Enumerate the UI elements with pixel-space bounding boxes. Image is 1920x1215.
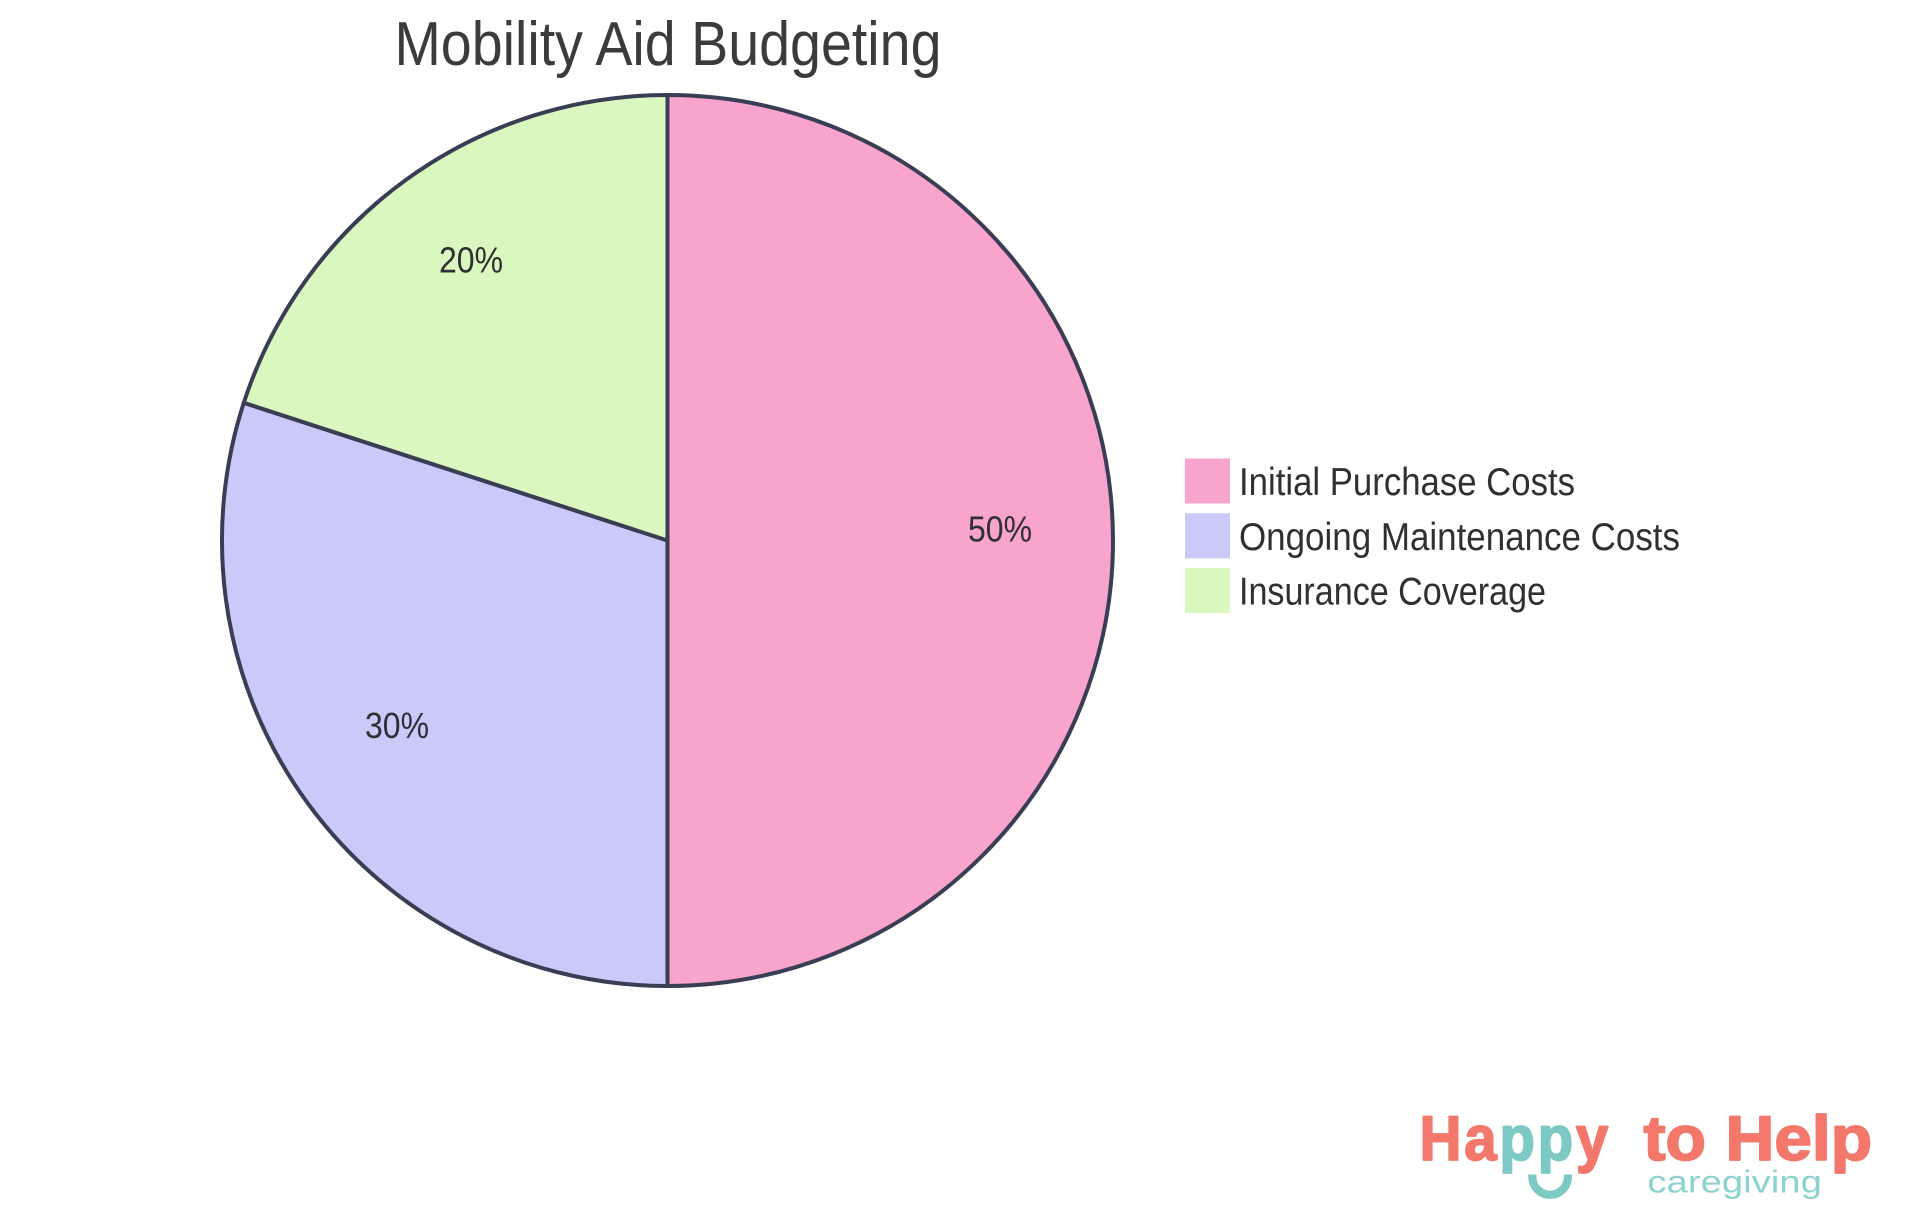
svg-text:Ongoing Maintenance Costs: Ongoing Maintenance Costs [1239,516,1680,559]
svg-text:20%: 20% [439,240,503,281]
svg-text:Help: Help [1726,1104,1873,1174]
svg-text:caregiving: caregiving [1647,1163,1822,1199]
svg-text:Mobility Aid Budgeting: Mobility Aid Budgeting [395,10,942,79]
svg-text:Happy: Happy [1420,1104,1612,1174]
svg-text:Initial Purchase Costs: Initial Purchase Costs [1239,461,1575,504]
svg-text:50%: 50% [968,509,1032,550]
svg-text:to: to [1644,1104,1707,1174]
svg-text:30%: 30% [365,705,429,746]
svg-text:Insurance Coverage: Insurance Coverage [1239,571,1546,614]
